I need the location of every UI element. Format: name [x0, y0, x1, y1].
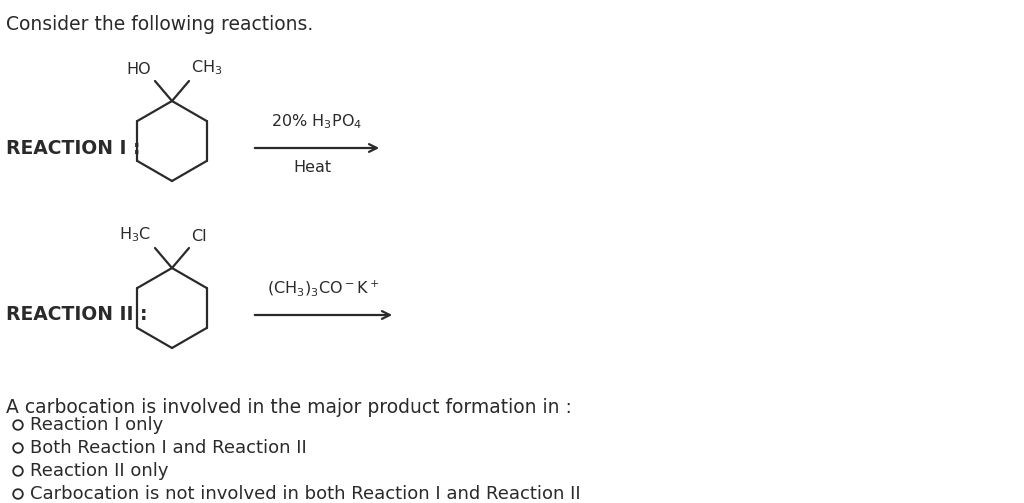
Text: Heat: Heat — [293, 160, 331, 175]
Text: A carbocation is involved in the major product formation in :: A carbocation is involved in the major p… — [6, 398, 571, 417]
Text: Consider the following reactions.: Consider the following reactions. — [6, 15, 313, 34]
Text: 20% H$_3$PO$_4$: 20% H$_3$PO$_4$ — [271, 112, 362, 131]
Text: Carbocation is not involved in both Reaction I and Reaction II: Carbocation is not involved in both Reac… — [30, 485, 581, 503]
Text: HO: HO — [126, 62, 151, 77]
Text: Cl: Cl — [191, 229, 207, 244]
Text: H$_3$C: H$_3$C — [119, 225, 151, 244]
Text: CH$_3$: CH$_3$ — [191, 58, 222, 77]
Text: REACTION I :: REACTION I : — [6, 138, 140, 157]
Text: Both Reaction I and Reaction II: Both Reaction I and Reaction II — [30, 439, 307, 457]
Text: (CH$_3$)$_3$CO$^-$K$^+$: (CH$_3$)$_3$CO$^-$K$^+$ — [267, 278, 380, 298]
Text: Reaction I only: Reaction I only — [30, 416, 163, 434]
Text: REACTION II :: REACTION II : — [6, 305, 147, 324]
Text: Reaction II only: Reaction II only — [30, 462, 169, 480]
